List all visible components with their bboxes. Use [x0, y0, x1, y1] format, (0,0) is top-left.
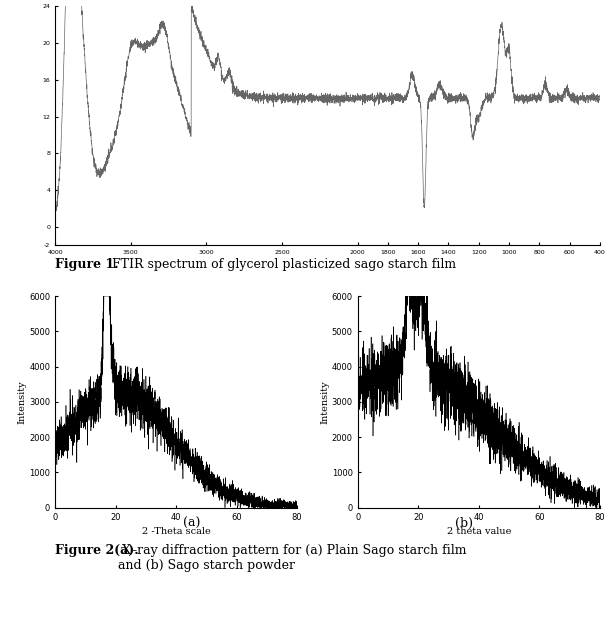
X-axis label: 2 theta value: 2 theta value: [447, 527, 511, 536]
Text: FTIR spectrum of glycerol plasticized sago starch film: FTIR spectrum of glycerol plasticized sa…: [108, 258, 457, 271]
Text: X–ray diffraction pattern for (a) Plain Sago starch film
and (b) Sago starch pow: X–ray diffraction pattern for (a) Plain …: [118, 543, 466, 572]
Text: (b): (b): [455, 517, 472, 530]
Y-axis label: Intensity: Intensity: [320, 380, 329, 424]
Text: Figure 1.: Figure 1.: [55, 258, 119, 271]
Y-axis label: Intensity: Intensity: [17, 380, 26, 424]
Text: Figure 2(a).: Figure 2(a).: [55, 543, 139, 557]
X-axis label: 2 -Theta scale: 2 -Theta scale: [142, 527, 211, 536]
Text: (a): (a): [182, 517, 200, 530]
